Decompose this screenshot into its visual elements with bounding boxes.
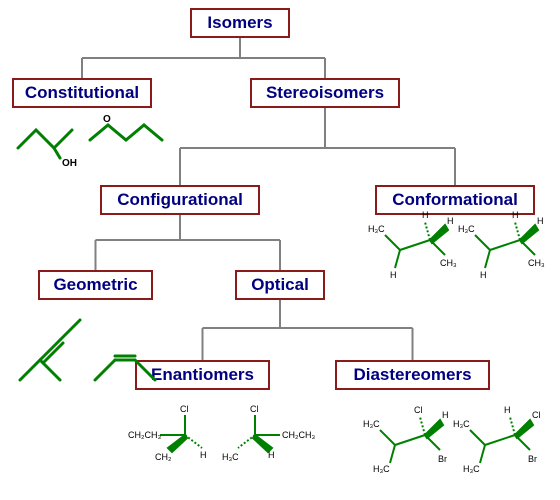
svg-text:Cl: Cl <box>180 404 189 414</box>
svg-text:H: H <box>447 216 454 226</box>
svg-text:Cl: Cl <box>414 405 423 415</box>
svg-text:H: H <box>200 450 207 460</box>
svg-text:CH₂CH₃: CH₂CH₃ <box>282 430 315 440</box>
svg-text:Br: Br <box>528 454 537 464</box>
node-optical: Optical <box>235 270 325 300</box>
svg-text:H: H <box>504 405 511 415</box>
svg-text:CH₂CH₃: CH₂CH₃ <box>128 430 161 440</box>
svg-text:Br: Br <box>438 454 447 464</box>
node-conformational: Conformational <box>375 185 535 215</box>
svg-text:CH₂: CH₂ <box>155 452 172 462</box>
svg-text:H₃C: H₃C <box>463 464 480 474</box>
svg-text:H₃C: H₃C <box>453 419 470 429</box>
svg-text:H₃C: H₃C <box>373 464 390 474</box>
node-constitutional: Constitutional <box>12 78 152 108</box>
svg-text:H: H <box>390 270 397 280</box>
node-geometric: Geometric <box>38 270 153 300</box>
chem-structures: OH O H₃C H H H CH₃ H₃C H H H CH₃ <box>0 0 560 500</box>
svg-text:H₃C: H₃C <box>458 224 475 234</box>
node-isomers: Isomers <box>190 8 290 38</box>
svg-text:H₃C: H₃C <box>222 452 239 462</box>
svg-text:H₃C: H₃C <box>368 224 385 234</box>
svg-text:CH₃: CH₃ <box>440 258 457 268</box>
svg-text:CH₃: CH₃ <box>528 258 545 268</box>
svg-text:Cl: Cl <box>532 410 541 420</box>
node-enantiomers: Enantiomers <box>135 360 270 390</box>
node-configurational: Configurational <box>100 185 260 215</box>
svg-text:H: H <box>537 216 544 226</box>
svg-text:H₃C: H₃C <box>363 419 380 429</box>
svg-text:Cl: Cl <box>250 404 259 414</box>
svg-text:H: H <box>480 270 487 280</box>
svg-text:H: H <box>442 410 449 420</box>
node-stereoisomers: Stereoisomers <box>250 78 400 108</box>
node-diastereomers: Diastereomers <box>335 360 490 390</box>
svg-text:OH: OH <box>62 158 77 169</box>
tree-connectors <box>0 0 560 500</box>
svg-text:O: O <box>103 114 111 125</box>
svg-text:H: H <box>268 450 275 460</box>
